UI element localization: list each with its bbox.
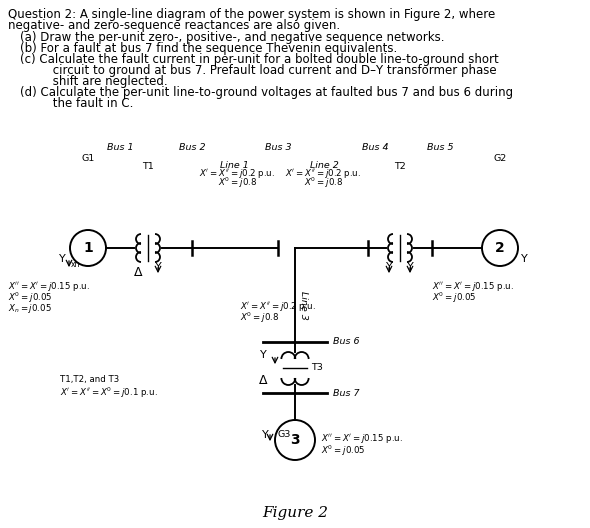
Text: (a) Draw the per-unit zero-, positive-, and negative sequence networks.: (a) Draw the per-unit zero-, positive-, … [20,31,444,44]
Text: Δ: Δ [134,266,142,279]
Text: circuit to ground at bus 7. Prefault load current and D–Y transformer phase: circuit to ground at bus 7. Prefault loa… [34,64,497,77]
Text: Line 1: Line 1 [219,161,248,170]
Text: Δ: Δ [258,373,267,386]
Text: Y: Y [261,430,268,440]
Text: G2: G2 [493,154,507,163]
Text: Y: Y [59,254,66,264]
Text: the fault in C.: the fault in C. [34,97,133,110]
Text: T2: T2 [394,162,406,171]
Text: $X'' = X' = j0.15$ p.u.: $X'' = X' = j0.15$ p.u. [432,280,514,293]
Text: T3: T3 [311,363,323,372]
Text: Bus 4: Bus 4 [362,143,388,152]
Text: T1: T1 [142,162,154,171]
Text: $X' = X'' = j0.2$ p.u.: $X' = X'' = j0.2$ p.u. [240,300,316,313]
Text: Y: Y [407,262,414,272]
Text: Line 2: Line 2 [310,161,339,170]
Text: Y: Y [155,262,162,272]
Text: $X'' = X' = j0.15$ p.u.: $X'' = X' = j0.15$ p.u. [321,432,403,445]
Text: T1,T2, and T3: T1,T2, and T3 [60,375,119,384]
Text: negative- and zero-sequence reactances are also given.: negative- and zero-sequence reactances a… [8,19,340,32]
Text: shift are neglected.: shift are neglected. [34,75,168,88]
Text: $X^0 = j0.05$: $X^0 = j0.05$ [432,291,477,305]
Text: (d) Calculate the per-unit line-to-ground voltages at faulted bus 7 and bus 6 du: (d) Calculate the per-unit line-to-groun… [20,86,513,99]
Text: (b) For a fault at bus 7 find the sequence Thevenin equivalents.: (b) For a fault at bus 7 find the sequen… [20,42,397,55]
Text: $X^0 = j0.8$: $X^0 = j0.8$ [303,176,342,190]
Text: Line 3: Line 3 [299,290,308,319]
Text: $X' = X'' = j0.2$ p.u.: $X' = X'' = j0.2$ p.u. [199,167,275,180]
Text: $X^0 = j0.05$: $X^0 = j0.05$ [8,291,53,305]
Text: Figure 2: Figure 2 [262,506,328,520]
Text: Bus 3: Bus 3 [265,143,291,152]
Text: $X^0 = j0.8$: $X^0 = j0.8$ [240,311,279,325]
Text: $X^0 = j0.05$: $X^0 = j0.05$ [321,444,365,458]
Text: G1: G1 [81,154,94,163]
Text: $X'' = X' = j0.15$ p.u.: $X'' = X' = j0.15$ p.u. [8,280,90,293]
Text: 2: 2 [495,241,505,255]
Text: (c) Calculate the fault current in per-unit for a bolted double line-to-ground s: (c) Calculate the fault current in per-u… [20,53,499,66]
Text: Bus 7: Bus 7 [333,389,359,398]
Text: $X' = X'' = X^0 = j0.1$ p.u.: $X' = X'' = X^0 = j0.1$ p.u. [60,386,158,400]
Text: Question 2: A single-line diagram of the power system is shown in Figure 2, wher: Question 2: A single-line diagram of the… [8,8,495,21]
Text: G3: G3 [277,430,290,439]
Text: 3: 3 [290,433,300,447]
Text: Bus 1: Bus 1 [107,143,133,152]
Text: 1: 1 [83,241,93,255]
Text: xn: xn [71,260,80,269]
Text: $X' = X'' = j0.2$ p.u.: $X' = X'' = j0.2$ p.u. [285,167,361,180]
Text: Bus 6: Bus 6 [333,337,359,346]
Text: Bus 2: Bus 2 [179,143,205,152]
Text: Y: Y [260,350,267,360]
Text: $X^0 = j0.8$: $X^0 = j0.8$ [218,176,257,190]
Text: Y: Y [521,254,527,264]
Text: Bus 5: Bus 5 [427,143,453,152]
Text: $X_n = j0.05$: $X_n = j0.05$ [8,302,52,315]
Text: Y: Y [386,262,392,272]
